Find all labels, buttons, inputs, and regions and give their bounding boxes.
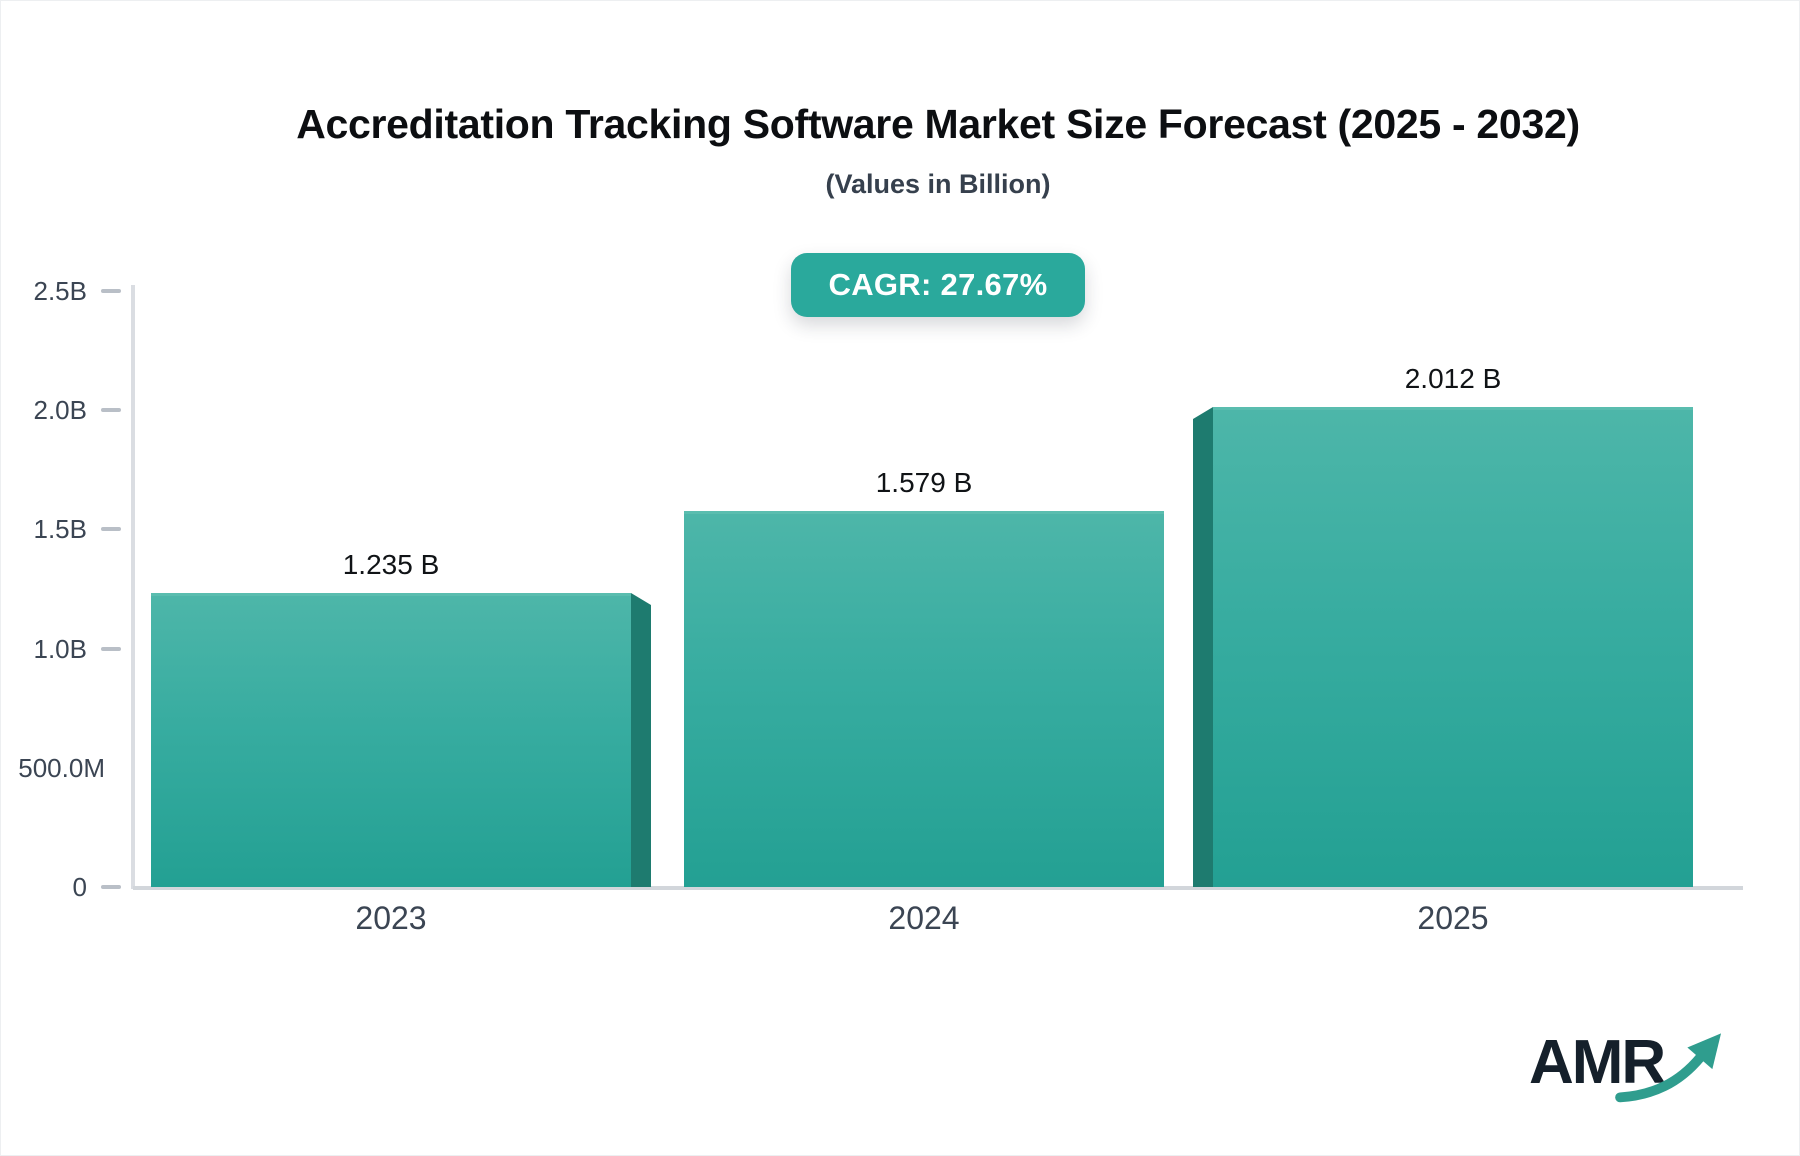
x-axis-label-2023: 2023 (355, 900, 427, 936)
bar-value-label: 1.579 B (875, 467, 973, 498)
bar-3d-side (1193, 407, 1213, 887)
chart-subtitle: (Values in Billion) (825, 169, 1051, 199)
y-axis-tick-label: 500.0M (18, 752, 105, 783)
cagr-badge-row: CAGR: 27.67% (133, 253, 1743, 317)
x-axis-baseline (133, 886, 1743, 890)
y-axis-tick-label: 1.5B (33, 514, 88, 545)
y-axis-tick-mark (101, 289, 121, 293)
growth-arrow-icon (1615, 1033, 1722, 1103)
y-axis-tick-label: 2.5B (33, 276, 88, 306)
bar-value-label: 1.235 B (342, 549, 440, 580)
amr-logo: AMR (1529, 1027, 1722, 1117)
bar-2023[interactable] (151, 593, 631, 887)
cagr-badge: CAGR: 27.67% (790, 253, 1086, 317)
bar-value-label: 2.012 B (1404, 363, 1502, 394)
y-axis-tick-label: 0 (72, 872, 87, 902)
bar-2025[interactable] (1213, 407, 1693, 887)
bar-2024[interactable] (684, 511, 1164, 887)
x-axis-label-2025: 2025 (1417, 900, 1489, 936)
y-axis-tick-label: 2.0B (33, 395, 88, 426)
y-axis-tick-label: 1.0B (33, 633, 88, 664)
y-axis-tick-mark (101, 527, 121, 532)
y-axis-tick-mark (101, 408, 121, 413)
chart-title: Accreditation Tracking Software Market S… (296, 101, 1580, 147)
y-axis-tick-mark (101, 646, 121, 651)
amr-logo-text: AMR (1529, 1028, 1666, 1097)
x-axis-label-2024: 2024 (888, 900, 960, 936)
y-axis-line (131, 285, 135, 889)
bar-3d-side (631, 593, 651, 887)
y-axis-tick-mark (101, 885, 121, 889)
